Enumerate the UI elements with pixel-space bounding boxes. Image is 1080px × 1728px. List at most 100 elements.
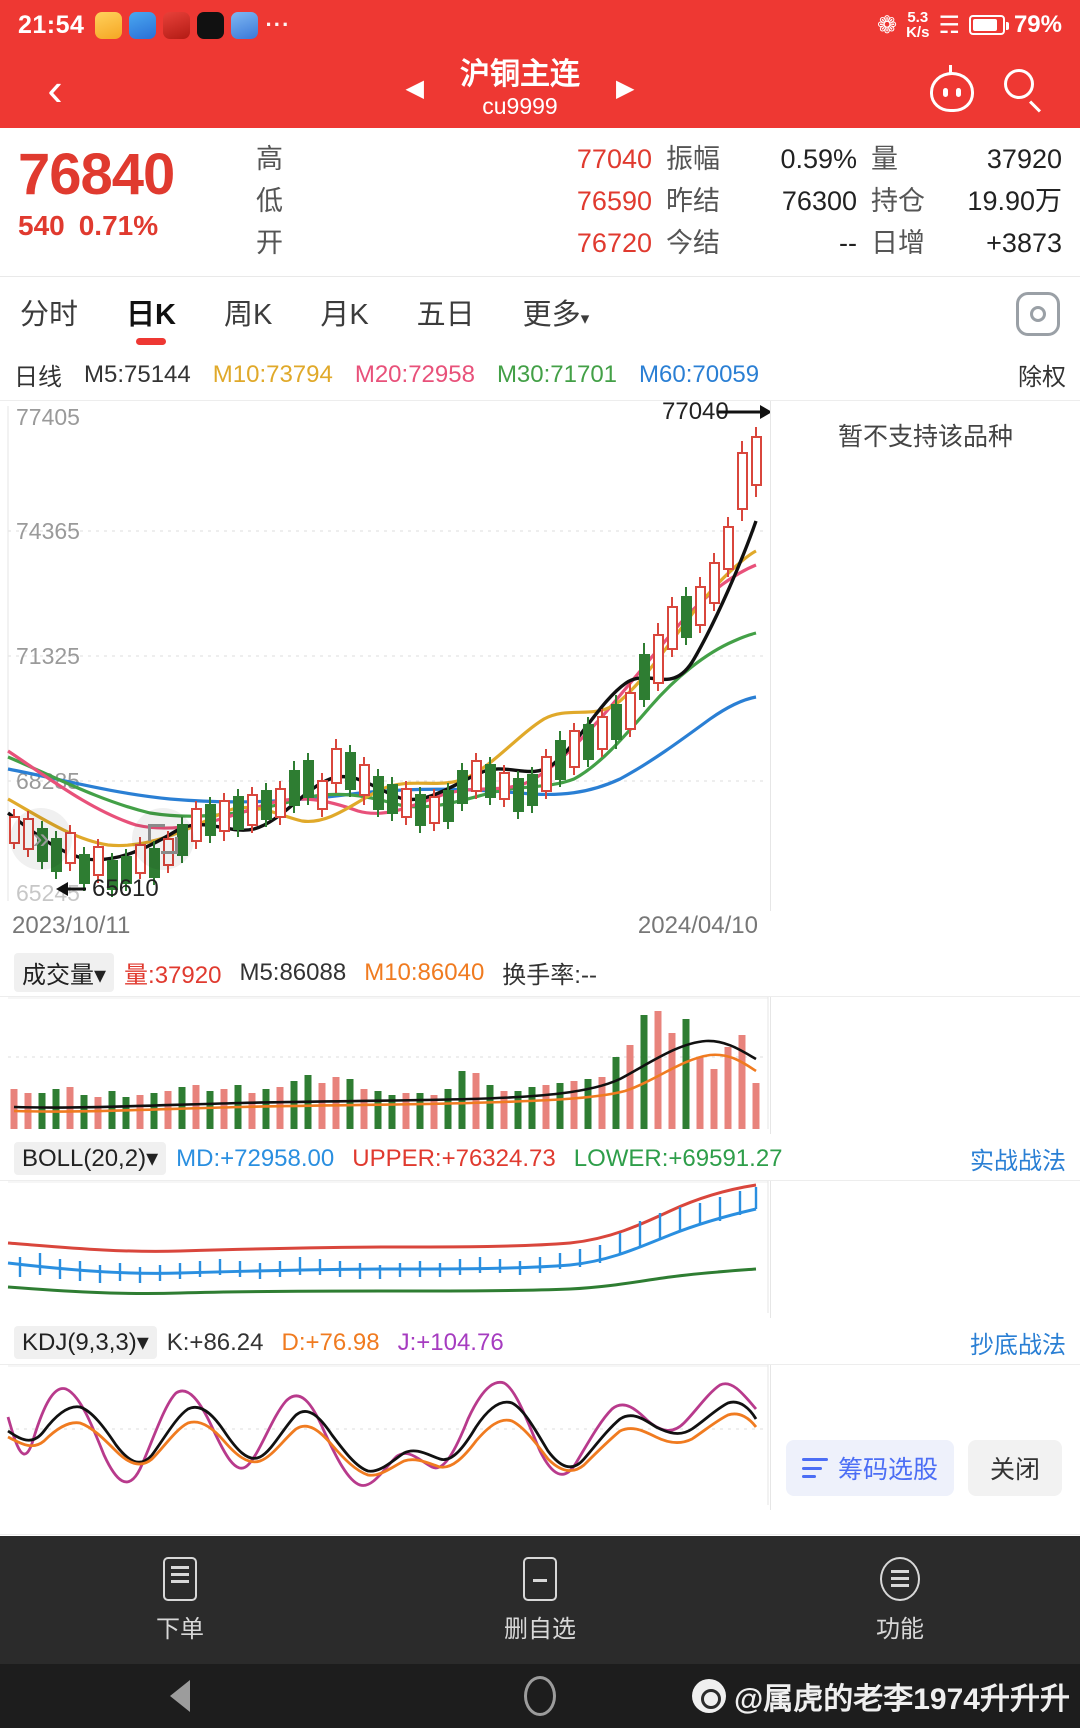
- volume-chart[interactable]: [0, 996, 1080, 1134]
- volume-value: 量:37920: [124, 962, 222, 989]
- nav-back-button[interactable]: [0, 1680, 360, 1712]
- action-bar: 下单 删自选 功能: [0, 1536, 1080, 1664]
- tab-weekly-k[interactable]: 周K: [223, 299, 273, 331]
- volume-ma10: M10:86040: [364, 958, 485, 986]
- kdj-strategy-link[interactable]: 抄底战法: [970, 1332, 1066, 1359]
- status-bar: 21:54 ··· ❁ 5.3 K/s ☴ 79%: [0, 0, 1080, 50]
- chevron-down-icon: ▾: [136, 1329, 149, 1356]
- notification-icon-alipay: [95, 11, 123, 39]
- price-change-block: 540 0.71%: [18, 210, 248, 242]
- volume-indicator-selector[interactable]: 成交量▾: [14, 953, 115, 992]
- ma-indicator-row: 日线 M5:75144 M10:73794 M20:72958 M30:7170…: [0, 351, 1080, 400]
- action-functions[interactable]: 功能: [720, 1556, 1080, 1644]
- last-price: 76840: [18, 142, 175, 207]
- fullscreen-button[interactable]: [132, 808, 194, 870]
- symbol-name: 沪铜主连: [460, 58, 580, 91]
- next-symbol-button[interactable]: ▶: [616, 75, 635, 102]
- svg-text:71325: 71325: [16, 643, 80, 669]
- ma20-value: M20:72958: [354, 360, 475, 388]
- chevron-down-icon: ▾: [94, 962, 107, 989]
- network-speed-unit: K/s: [906, 24, 930, 41]
- chip-distribution-pane: 暂不支持该品种: [770, 401, 1080, 911]
- boll-upper: UPPER:+76324.73: [352, 1144, 556, 1172]
- last-price-block: 76840 540 0.71%: [18, 138, 248, 242]
- title-actions: [930, 65, 1080, 113]
- chip-stock-picker-button[interactable]: 筹码选股: [785, 1440, 954, 1496]
- action-place-order-label: 下单: [156, 1615, 204, 1643]
- robot-assistant-icon[interactable]: [930, 65, 974, 112]
- tab-more[interactable]: 更多▾: [523, 291, 590, 337]
- quote-divider: [0, 276, 1080, 277]
- turnover-rate: 换手率:--: [502, 962, 597, 989]
- svg-text:77040: 77040: [662, 401, 729, 425]
- stat-volume: 量 37920: [871, 144, 1062, 174]
- tab-daily-k[interactable]: 日K: [126, 291, 176, 337]
- list-lines-icon: [801, 1458, 828, 1478]
- kdj-title: KDJ(9,3,3): [22, 1329, 137, 1356]
- boll-header: BOLL(20,2)▾ MD:+72958.00 UPPER:+76324.73…: [0, 1134, 1080, 1180]
- ex-rights-button[interactable]: 除权: [1018, 364, 1066, 391]
- notification-overflow-icon: ···: [265, 12, 291, 37]
- wifi-icon: ☴: [938, 11, 960, 39]
- boll-indicator-selector[interactable]: BOLL(20,2)▾: [14, 1142, 167, 1175]
- battery-icon: [968, 15, 1009, 35]
- stat-daily-increase: 日增 +3873: [871, 228, 1062, 258]
- search-icon[interactable]: [1002, 67, 1046, 113]
- kdj-svg: [6, 1365, 769, 1505]
- prev-symbol-button[interactable]: ◀: [405, 75, 424, 102]
- stat-settle: 今结 --: [666, 228, 857, 258]
- stat-label-open: 开: [256, 228, 283, 258]
- stat-value-open: 76720: [576, 228, 652, 258]
- stat-label-high: 高: [256, 144, 283, 174]
- tab-monthly-k[interactable]: 月K: [320, 299, 369, 331]
- home-circle-icon: [524, 1676, 556, 1716]
- back-button[interactable]: ‹: [47, 63, 63, 115]
- network-speed: 5.3 K/s: [906, 10, 929, 40]
- fullscreen-icon: [148, 824, 178, 854]
- stat-value-high: 77040: [576, 144, 652, 174]
- kdj-k: K:+86.24: [166, 1328, 264, 1356]
- svg-text:74365: 74365: [16, 518, 80, 544]
- volume-right-pane: [770, 997, 1080, 1134]
- status-bar-left: 21:54 ···: [18, 11, 290, 40]
- tab-more-label: 更多: [522, 299, 581, 331]
- svg-text:65610: 65610: [92, 875, 159, 902]
- kdj-d: D:+76.98: [281, 1328, 380, 1356]
- action-place-order[interactable]: 下单: [0, 1556, 360, 1644]
- kdj-indicator-selector[interactable]: KDJ(9,3,3)▾: [14, 1326, 157, 1359]
- nav-home-button[interactable]: [360, 1676, 720, 1716]
- boll-chart[interactable]: [0, 1180, 1080, 1318]
- functions-icon: [880, 1556, 920, 1601]
- title-bar: ‹ ◀ 沪铜主连 cu9999 ▶: [0, 50, 1080, 128]
- price-change: 540: [18, 210, 65, 241]
- boll-title: BOLL(20,2): [22, 1145, 147, 1172]
- candlestick-svg: 77405 74365 71325 68285 65245: [6, 401, 772, 906]
- candlestick-chart[interactable]: 77405 74365 71325 68285 65245: [0, 400, 1080, 911]
- symbol-code: cu9999: [482, 93, 558, 119]
- ma30-value: M30:71701: [496, 360, 618, 388]
- network-speed-value: 5.3: [907, 9, 929, 26]
- watermark-handle: @属虎的老李1974升升升: [734, 1683, 1070, 1716]
- boll-strategy-link[interactable]: 实战战法: [970, 1148, 1066, 1175]
- close-button[interactable]: 关闭: [967, 1440, 1062, 1496]
- kdj-header: KDJ(9,3,3)▾ K:+86.24 D:+76.98 J:+104.76 …: [0, 1318, 1080, 1364]
- tab-five-day[interactable]: 五日: [416, 299, 475, 331]
- stat-label-low: 低: [256, 186, 283, 216]
- volume-header: 成交量▾ 量:37920 M5:86088 M10:86040 换手率:--: [0, 946, 1080, 996]
- boll-right-pane: [770, 1181, 1080, 1318]
- boll-lower: LOWER:+69591.27: [573, 1144, 783, 1172]
- tab-minute[interactable]: 分时: [20, 299, 79, 331]
- title-center: ◀ 沪铜主连 cu9999 ▶: [110, 58, 930, 120]
- volume-ma5: M5:86088: [239, 958, 347, 986]
- expand-left-button[interactable]: »: [10, 808, 72, 870]
- action-remove-watchlist[interactable]: 删自选: [360, 1556, 720, 1644]
- notification-icon-tiktok: [197, 11, 225, 39]
- unsupported-message: 暂不支持该品种: [837, 423, 1013, 451]
- chart-settings-icon[interactable]: [1016, 292, 1060, 336]
- kdj-chart[interactable]: 筹码选股 关闭: [0, 1364, 1080, 1510]
- chevron-down-icon: ▾: [146, 1145, 159, 1172]
- volume-svg: [8, 997, 769, 1129]
- quote-stats-grid: 高 77040 振幅 0.59% 量 37920 低 76590 昨结 76300 持…: [248, 138, 1062, 264]
- boll-svg: [7, 1181, 769, 1313]
- ma5-value: M5:75144: [84, 360, 191, 388]
